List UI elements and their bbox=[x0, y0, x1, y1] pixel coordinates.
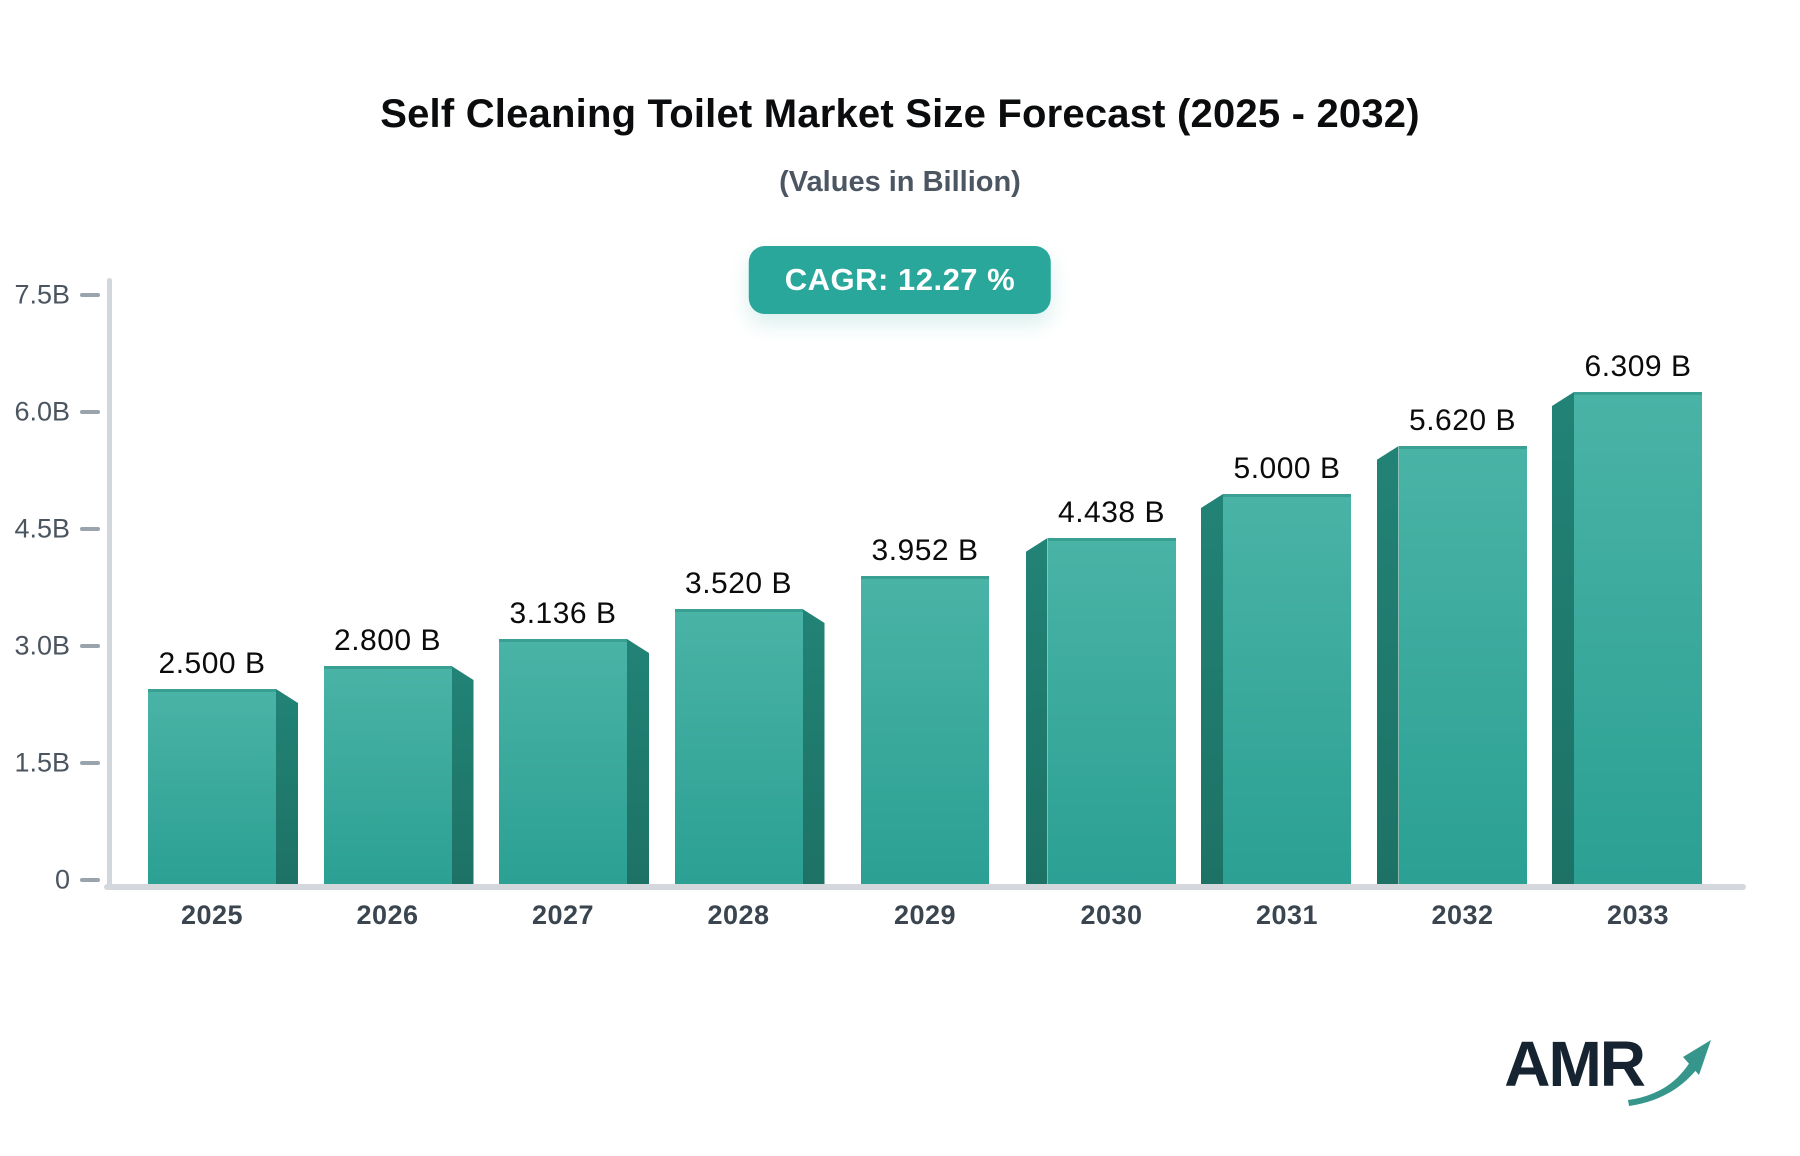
y-tick-label-6.0B: 6.0B bbox=[14, 396, 70, 427]
y-tick-mark bbox=[80, 410, 100, 414]
x-label-2025: 2025 bbox=[180, 900, 244, 930]
amr-logo-text: AMR bbox=[1504, 1028, 1646, 1100]
bar-value-label-2026: 2.800 B bbox=[334, 624, 441, 657]
bar-value-label-2030: 4.438 B bbox=[1058, 496, 1165, 529]
bar-face-2033: 6.309 B bbox=[1574, 350, 1702, 884]
bar-2031: 5.000 B bbox=[1201, 452, 1351, 884]
bar-face-2032: 5.620 B bbox=[1398, 404, 1527, 884]
bar-side-2030 bbox=[1025, 538, 1048, 884]
cagr-badge: CAGR: 12.27 % bbox=[748, 246, 1052, 314]
bar-2026: 2.800 B bbox=[323, 624, 474, 884]
bar-2030: 4.438 B bbox=[1025, 496, 1176, 884]
bar-value-label-2029: 3.952 B bbox=[871, 534, 979, 567]
bar-2033: 6.309 B bbox=[1552, 350, 1702, 884]
bar-side-2027 bbox=[627, 639, 649, 884]
x-label-2027: 2027 bbox=[531, 900, 595, 930]
bar-value-label-2031: 5.000 B bbox=[1233, 452, 1341, 485]
y-tick-mark bbox=[80, 761, 100, 765]
y-tick-label-0: 0 bbox=[54, 864, 70, 895]
x-label-2031: 2031 bbox=[1255, 900, 1319, 930]
y-axis-line bbox=[107, 278, 112, 890]
bar-side-2025 bbox=[276, 689, 298, 884]
x-axis-labels: 2025 2026 2027 2028 2029 2030 2031 2032 2033 bbox=[148, 900, 1702, 931]
y-tick-mark bbox=[80, 644, 100, 648]
bar-value-label-2032: 5.620 B bbox=[1409, 404, 1516, 437]
bar-side-2031 bbox=[1201, 494, 1223, 884]
bar-2029: 3.952 B bbox=[850, 534, 1000, 884]
bar-series: 2.500 B 2.800 B 3.136 B 3.520 B 3.952 B 4.438… bbox=[148, 0, 1702, 884]
bar-value-label-2028: 3.520 B bbox=[685, 567, 792, 600]
bar-value-label-2025: 2.500 B bbox=[158, 647, 266, 680]
bar-2027: 3.136 B bbox=[499, 597, 649, 884]
bar-2028: 3.520 B bbox=[674, 567, 825, 884]
bar-side-2026 bbox=[451, 666, 474, 884]
bar-face-2025: 2.500 B bbox=[148, 647, 276, 884]
x-label-2032: 2032 bbox=[1431, 900, 1494, 930]
bar-face-2026: 2.800 B bbox=[323, 624, 452, 884]
bar-2025: 2.500 B bbox=[148, 647, 298, 884]
y-tick-label-7.5B: 7.5B bbox=[14, 279, 70, 310]
bar-side-2033 bbox=[1552, 392, 1574, 884]
bar-side-2028 bbox=[802, 609, 825, 884]
chart-title: Self Cleaning Toilet Market Size Forecas… bbox=[380, 92, 1420, 136]
bar-face-2027: 3.136 B bbox=[499, 597, 627, 884]
y-tick-mark bbox=[80, 527, 100, 531]
bar-face-2031: 5.000 B bbox=[1223, 452, 1351, 884]
x-label-2029: 2029 bbox=[893, 900, 957, 930]
x-label-2026: 2026 bbox=[356, 900, 419, 930]
bar-value-label-2033: 6.309 B bbox=[1584, 350, 1692, 383]
x-label-2030: 2030 bbox=[1080, 900, 1143, 930]
y-tick-label-4.5B: 4.5B bbox=[14, 513, 70, 544]
chart-subtitle: (Values in Billion) bbox=[779, 166, 1021, 198]
y-tick-mark bbox=[80, 293, 100, 297]
amr-logo: AMR bbox=[1504, 1028, 1712, 1106]
bar-2032: 5.620 B bbox=[1376, 404, 1527, 884]
x-label-2033: 2033 bbox=[1606, 900, 1670, 930]
growth-arrow-icon bbox=[1626, 1040, 1712, 1106]
bar-face-2028: 3.520 B bbox=[674, 567, 803, 884]
bar-face-2029: 3.952 B bbox=[861, 534, 989, 884]
bar-side-2032 bbox=[1376, 446, 1399, 884]
y-tick-mark bbox=[80, 878, 100, 882]
y-tick-label-1.5B: 1.5B bbox=[14, 747, 70, 778]
bar-value-label-2027: 3.136 B bbox=[509, 597, 617, 630]
x-label-2028: 2028 bbox=[707, 900, 770, 930]
y-tick-label-3.0B: 3.0B bbox=[14, 630, 70, 661]
bar-face-2030: 4.438 B bbox=[1047, 496, 1176, 884]
x-axis-line bbox=[104, 884, 1746, 890]
